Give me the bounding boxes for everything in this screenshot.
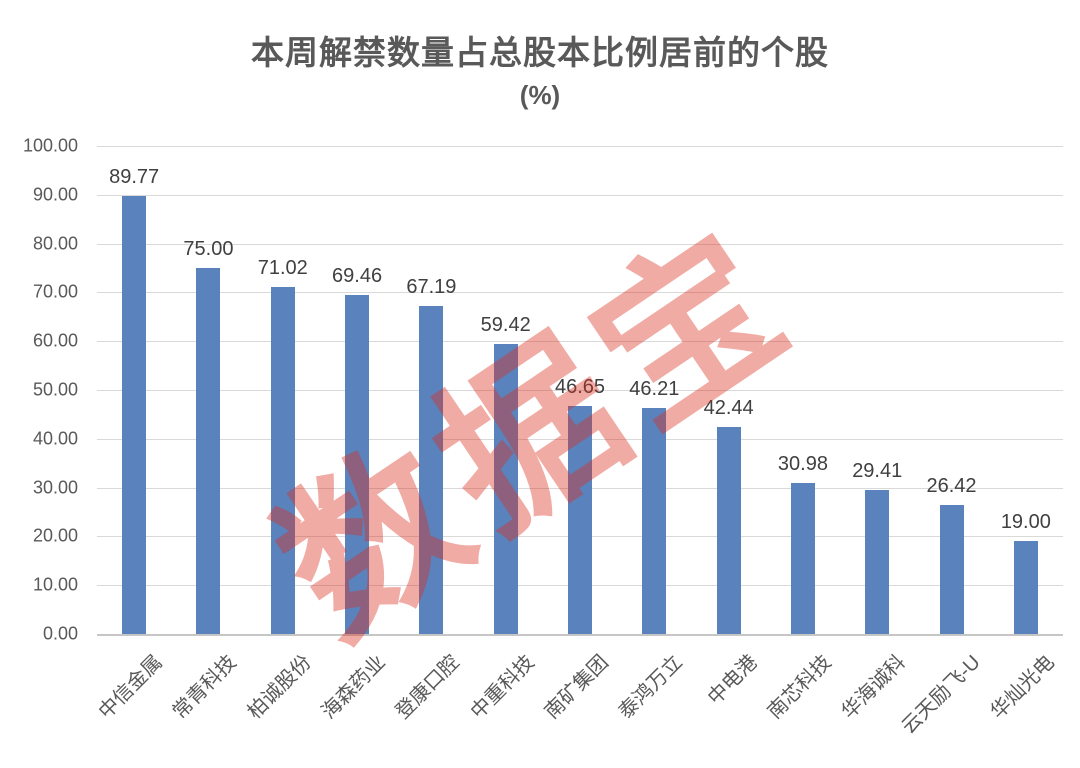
bar-value-label: 46.21 xyxy=(629,378,680,401)
chart-subtitle: (%) xyxy=(519,80,561,110)
y-tick-label: 70.00 xyxy=(32,281,78,302)
bar-value-label: 26.42 xyxy=(926,475,977,498)
x-category-label: 云天励飞-U xyxy=(897,651,985,739)
bar xyxy=(642,408,667,634)
gridline xyxy=(97,292,1063,294)
bar-value-label: 42.44 xyxy=(703,396,754,419)
y-tick-label: 10.00 xyxy=(32,574,78,595)
gridline xyxy=(97,341,1063,343)
x-category-label: 海森药业 xyxy=(317,651,390,724)
gridline xyxy=(97,243,1063,245)
bar xyxy=(493,344,518,634)
gridline xyxy=(97,146,1063,147)
x-category-label: 华灿光电 xyxy=(986,651,1059,724)
bar-value-label: 69.46 xyxy=(332,265,383,288)
y-tick-label: 40.00 xyxy=(32,428,78,449)
bar xyxy=(865,490,890,634)
y-tick-label: 50.00 xyxy=(32,379,78,400)
y-tick-label: 30.00 xyxy=(32,477,78,498)
x-category-label: 登康口腔 xyxy=(392,651,465,724)
bar xyxy=(790,482,815,634)
y-tick-label: 0.00 xyxy=(42,623,78,644)
chart-title: 本周解禁数量占总股本比例居前的个股 xyxy=(251,34,829,71)
x-category-label: 中重科技 xyxy=(466,651,539,724)
bar-value-label: 19.00 xyxy=(1000,511,1051,534)
x-category-label: 泰鸿万立 xyxy=(614,651,688,724)
x-category-label: 南矿集团 xyxy=(540,651,613,724)
bar-value-label: 59.42 xyxy=(480,314,531,337)
x-axis-line xyxy=(97,634,1063,636)
y-tick-label: 90.00 xyxy=(32,184,78,205)
bar xyxy=(1013,541,1038,634)
bar xyxy=(196,268,221,634)
bar-value-label: 71.02 xyxy=(257,257,308,280)
x-category-label: 柏诚股份 xyxy=(243,651,316,724)
watermark: 数据宝 xyxy=(247,193,827,673)
bar-value-label: 29.41 xyxy=(852,460,903,483)
bar-value-label: 75.00 xyxy=(183,238,234,260)
bar xyxy=(939,505,964,634)
bar xyxy=(419,306,444,634)
bar-value-label: 89.77 xyxy=(109,165,160,188)
bar xyxy=(345,295,370,634)
bar-value-label: 67.19 xyxy=(406,276,457,299)
bar xyxy=(716,426,741,634)
x-category-label: 南芯科技 xyxy=(763,651,836,724)
y-tick-label: 20.00 xyxy=(32,525,78,546)
bar xyxy=(568,406,592,634)
bar xyxy=(122,195,147,634)
bar-value-label: 46.65 xyxy=(554,376,606,399)
x-category-label: 中电港 xyxy=(703,651,762,710)
bar xyxy=(270,287,295,634)
gridline xyxy=(97,390,1063,391)
y-tick-label: 100.00 xyxy=(22,135,78,156)
y-tick-label: 60.00 xyxy=(32,330,78,351)
y-tick-label: 80.00 xyxy=(32,233,78,254)
bar-value-label: 30.98 xyxy=(777,452,828,475)
gridline xyxy=(97,194,1063,196)
x-category-label: 中信金属 xyxy=(94,651,167,724)
x-category-label: 常青科技 xyxy=(169,651,242,724)
